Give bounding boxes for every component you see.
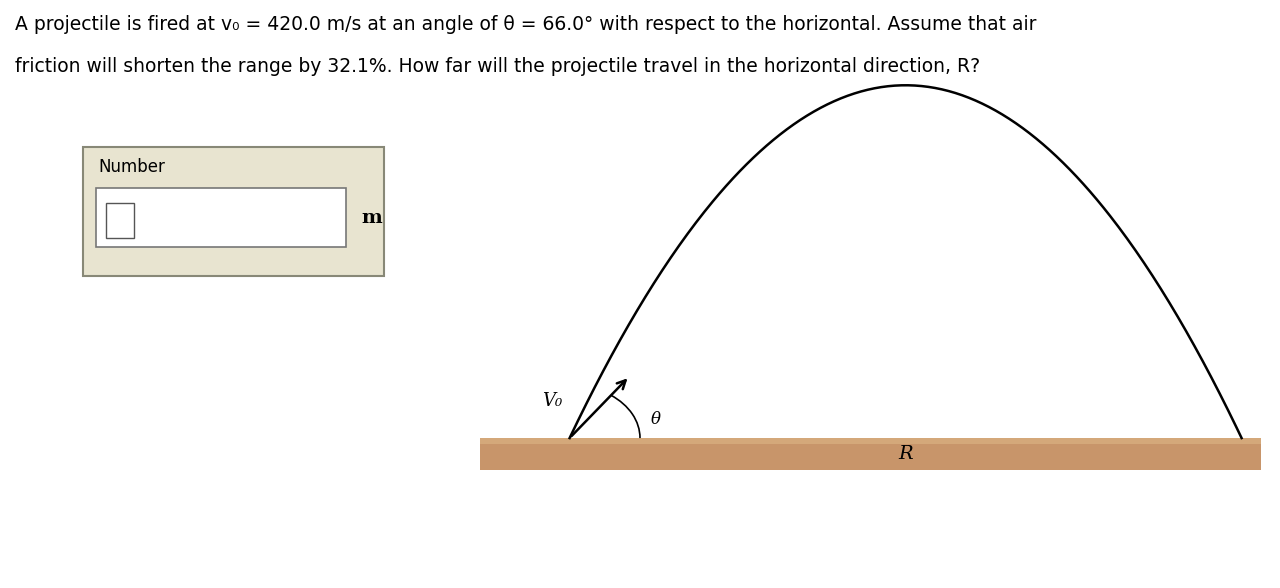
FancyBboxPatch shape — [480, 438, 1261, 444]
Text: Number: Number — [99, 158, 165, 176]
Text: m: m — [361, 209, 381, 226]
FancyBboxPatch shape — [83, 147, 384, 276]
Text: V₀: V₀ — [541, 392, 562, 410]
FancyBboxPatch shape — [106, 203, 134, 238]
Text: R: R — [899, 445, 913, 463]
FancyBboxPatch shape — [96, 188, 346, 247]
Text: friction will shorten the range by 32.1%. How far will the projectile travel in : friction will shorten the range by 32.1%… — [15, 57, 980, 76]
FancyBboxPatch shape — [480, 438, 1261, 470]
Text: θ: θ — [650, 411, 660, 428]
Text: A projectile is fired at v₀ = 420.0 m/s at an angle of θ = 66.0° with respect to: A projectile is fired at v₀ = 420.0 m/s … — [15, 15, 1037, 34]
